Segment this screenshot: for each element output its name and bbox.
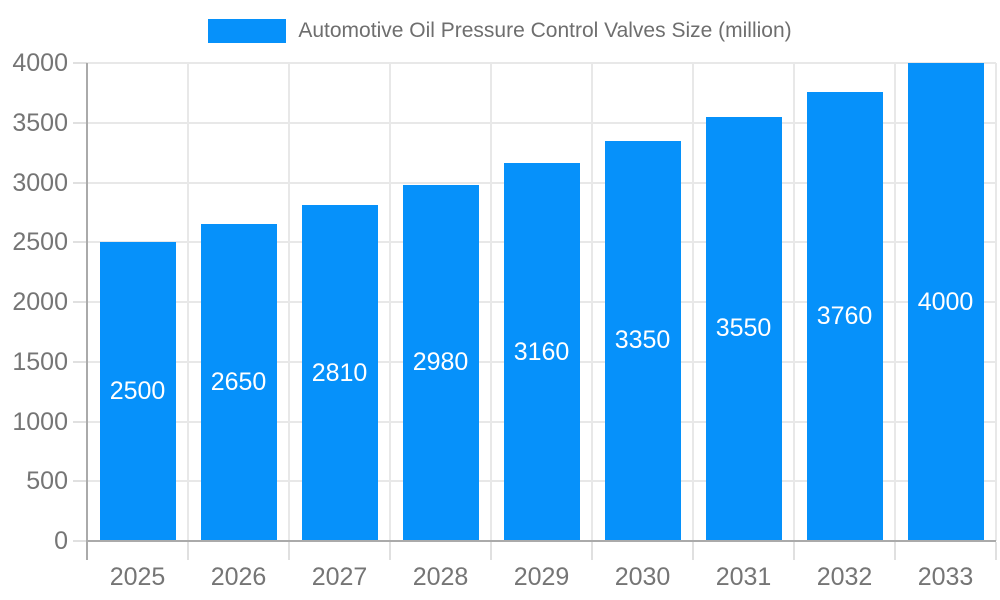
x-gridline [288,63,290,541]
x-gridline [187,63,189,541]
x-axis-label: 2031 [715,563,772,591]
x-axis-tick [995,542,997,560]
x-axis-tick [591,542,593,560]
y-axis-label: 1000 [12,407,68,436]
x-axis-tick [288,542,290,560]
y-axis-tick [73,360,87,363]
x-gridline [793,63,795,541]
y-axis-label: 500 [26,467,68,496]
x-gridline [894,63,896,541]
bar-value-label: 3160 [513,337,570,366]
y-axis-tick [73,121,87,124]
x-axis-label: 2026 [210,563,267,591]
y-axis-tick [73,540,87,542]
y-axis-label: 2500 [12,228,68,257]
legend-swatch-icon [208,19,287,43]
bar-value-label: 4000 [917,287,974,316]
x-axis-label: 2030 [614,563,671,591]
y-axis-tick [73,181,87,184]
bar[interactable]: 2810 [301,205,378,541]
x-gridline [591,63,593,541]
bar[interactable]: 2650 [200,224,277,541]
y-axis-label: 2000 [12,288,68,316]
bar-value-label: 3550 [715,314,772,343]
bar[interactable]: 3550 [705,116,782,541]
x-axis-tick [389,542,391,560]
bar-value-label: 3350 [614,326,671,355]
x-axis-tick [793,542,795,560]
bar-value-label: 3760 [816,301,873,330]
y-gridline [87,121,996,124]
x-axis-label: 2027 [311,563,368,591]
y-axis-label: 3000 [12,168,68,197]
y-axis-label: 3500 [12,108,68,137]
x-gridline [490,63,492,541]
x-axis-label: 2025 [109,563,166,591]
y-axis-label: 1500 [12,347,68,376]
y-axis-tick [73,480,87,483]
x-gridline [692,63,694,541]
legend-label: Automotive Oil Pressure Control Valves S… [298,19,792,42]
x-gridline [389,63,391,541]
x-axis-tick [490,542,492,560]
x-axis-tick [692,542,694,560]
bar[interactable]: 3160 [503,163,580,541]
x-axis-tick [187,542,189,560]
bar[interactable]: 4000 [907,63,984,541]
y-axis-label: 0 [54,527,68,555]
y-gridline [87,62,996,64]
x-axis-label: 2033 [917,563,974,591]
x-axis-label: 2032 [816,563,873,591]
y-axis-line [86,63,88,560]
bar[interactable]: 3760 [806,91,883,541]
bar[interactable]: 2980 [402,184,479,541]
y-axis-tick [73,301,87,303]
x-axis-line [87,540,996,542]
x-axis-label: 2029 [513,563,570,591]
y-axis-tick [73,62,87,64]
bar[interactable]: 2500 [99,242,176,541]
bar-value-label: 2810 [311,358,368,387]
bar-value-label: 2500 [109,377,166,406]
x-axis-label: 2028 [412,563,469,591]
chart-legend[interactable]: Automotive Oil Pressure Control Valves S… [0,19,1000,43]
bar-value-label: 2980 [412,348,469,377]
bar[interactable]: 3350 [604,140,681,541]
y-axis-tick [73,420,87,423]
y-axis-label: 4000 [12,49,68,77]
bar-value-label: 2650 [210,368,267,397]
y-axis-tick [73,241,87,244]
x-axis-tick [894,542,896,560]
x-gridline [995,63,997,541]
